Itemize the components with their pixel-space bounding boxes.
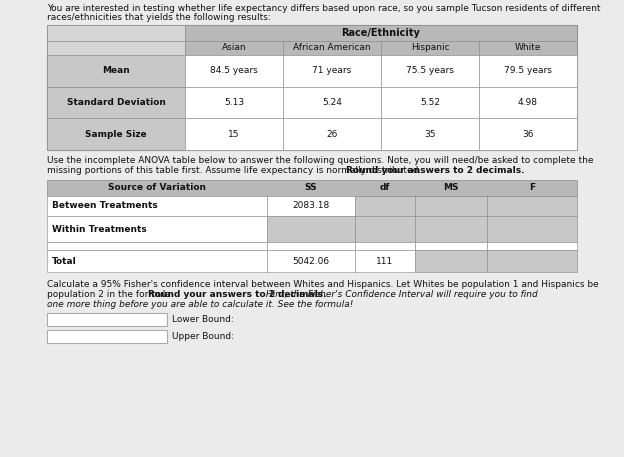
Bar	[185, 55, 283, 87]
Bar	[415, 250, 487, 272]
Bar	[479, 55, 577, 87]
Bar	[267, 196, 355, 216]
Text: 35: 35	[424, 130, 436, 138]
Bar	[47, 250, 267, 272]
Text: population 2 in the formula.: population 2 in the formula.	[47, 290, 177, 299]
Text: 71 years: 71 years	[313, 66, 352, 75]
Text: Between Treatments: Between Treatments	[52, 202, 158, 211]
Bar	[415, 196, 487, 216]
Bar	[381, 87, 479, 118]
Bar	[487, 242, 577, 250]
Bar	[355, 216, 415, 242]
Text: Use the incomplete ANOVA table below to answer the following questions. Note, yo: Use the incomplete ANOVA table below to …	[47, 156, 593, 165]
Bar	[355, 242, 415, 250]
Bar	[47, 118, 185, 150]
Text: 5.52: 5.52	[420, 98, 440, 107]
Text: 5.24: 5.24	[322, 98, 342, 107]
Text: 26: 26	[326, 130, 338, 138]
Bar	[487, 196, 577, 216]
Bar	[47, 87, 185, 118]
Text: 75.5 years: 75.5 years	[406, 66, 454, 75]
Text: Source of Variation: Source of Variation	[108, 184, 206, 192]
Text: Mean: Mean	[102, 66, 130, 75]
Bar	[267, 250, 355, 272]
Bar	[47, 25, 185, 41]
Text: missing portions of this table first. Assume life expectancy is normally distrib: missing portions of this table first. As…	[47, 166, 424, 175]
Bar	[283, 55, 381, 87]
Text: df: df	[380, 184, 390, 192]
Bar	[185, 87, 283, 118]
Text: Lower Bound:: Lower Bound:	[172, 315, 234, 324]
Text: 5.13: 5.13	[224, 98, 244, 107]
Bar	[47, 242, 267, 250]
Text: Upper Bound:: Upper Bound:	[172, 332, 234, 341]
Bar	[479, 87, 577, 118]
Bar	[415, 216, 487, 242]
Text: You are interested in testing whether life expectancy differs based upon race, s: You are interested in testing whether li…	[47, 4, 600, 13]
Bar	[355, 250, 415, 272]
Text: MS: MS	[443, 184, 459, 192]
Bar	[47, 216, 267, 242]
Text: Round your answers to 2 decimals.: Round your answers to 2 decimals.	[148, 290, 326, 299]
Bar	[267, 216, 355, 242]
Bar	[355, 196, 415, 216]
Text: African American: African American	[293, 43, 371, 53]
Text: races/ethnicities that yields the following results:: races/ethnicities that yields the follow…	[47, 13, 271, 22]
Bar	[185, 41, 283, 55]
Text: Round your answers to 2 decimals.: Round your answers to 2 decimals.	[346, 166, 525, 175]
Text: 2083.18: 2083.18	[293, 202, 329, 211]
Text: Hint, the Fisher's Confidence Interval will require you to find: Hint, the Fisher's Confidence Interval w…	[263, 290, 537, 299]
Text: Total: Total	[52, 256, 77, 266]
Text: Within Treatments: Within Treatments	[52, 224, 147, 234]
Bar	[487, 216, 577, 242]
Bar	[47, 55, 185, 87]
Bar	[283, 87, 381, 118]
Bar	[47, 25, 577, 150]
Bar	[381, 118, 479, 150]
Bar	[479, 118, 577, 150]
Text: F: F	[529, 184, 535, 192]
Text: 79.5 years: 79.5 years	[504, 66, 552, 75]
Bar	[47, 196, 267, 216]
Text: 15: 15	[228, 130, 240, 138]
Bar	[487, 250, 577, 272]
Bar	[283, 41, 381, 55]
Text: Calculate a 95% Fisher's confidence interval between Whites and Hispanics. Let W: Calculate a 95% Fisher's confidence inte…	[47, 280, 599, 289]
Bar	[47, 330, 167, 343]
Bar	[267, 242, 355, 250]
Text: 4.98: 4.98	[518, 98, 538, 107]
Text: 111: 111	[376, 256, 394, 266]
Bar	[47, 180, 577, 196]
Bar	[381, 55, 479, 87]
Text: Hispanic: Hispanic	[411, 43, 449, 53]
Bar	[47, 313, 167, 326]
Bar	[185, 25, 577, 41]
Bar	[479, 41, 577, 55]
Bar	[185, 118, 283, 150]
Text: Asian: Asian	[222, 43, 246, 53]
Text: White: White	[515, 43, 541, 53]
Text: one more thing before you are able to calculate it. See the formula!: one more thing before you are able to ca…	[47, 300, 353, 309]
Text: SS: SS	[305, 184, 318, 192]
Bar	[415, 242, 487, 250]
Text: Race/Ethnicity: Race/Ethnicity	[341, 28, 421, 38]
Bar	[381, 41, 479, 55]
Bar	[47, 41, 185, 55]
Bar	[283, 118, 381, 150]
Text: Standard Deviation: Standard Deviation	[67, 98, 165, 107]
Text: 36: 36	[522, 130, 534, 138]
Text: 5042.06: 5042.06	[293, 256, 329, 266]
Text: Sample Size: Sample Size	[85, 130, 147, 138]
Text: 84.5 years: 84.5 years	[210, 66, 258, 75]
